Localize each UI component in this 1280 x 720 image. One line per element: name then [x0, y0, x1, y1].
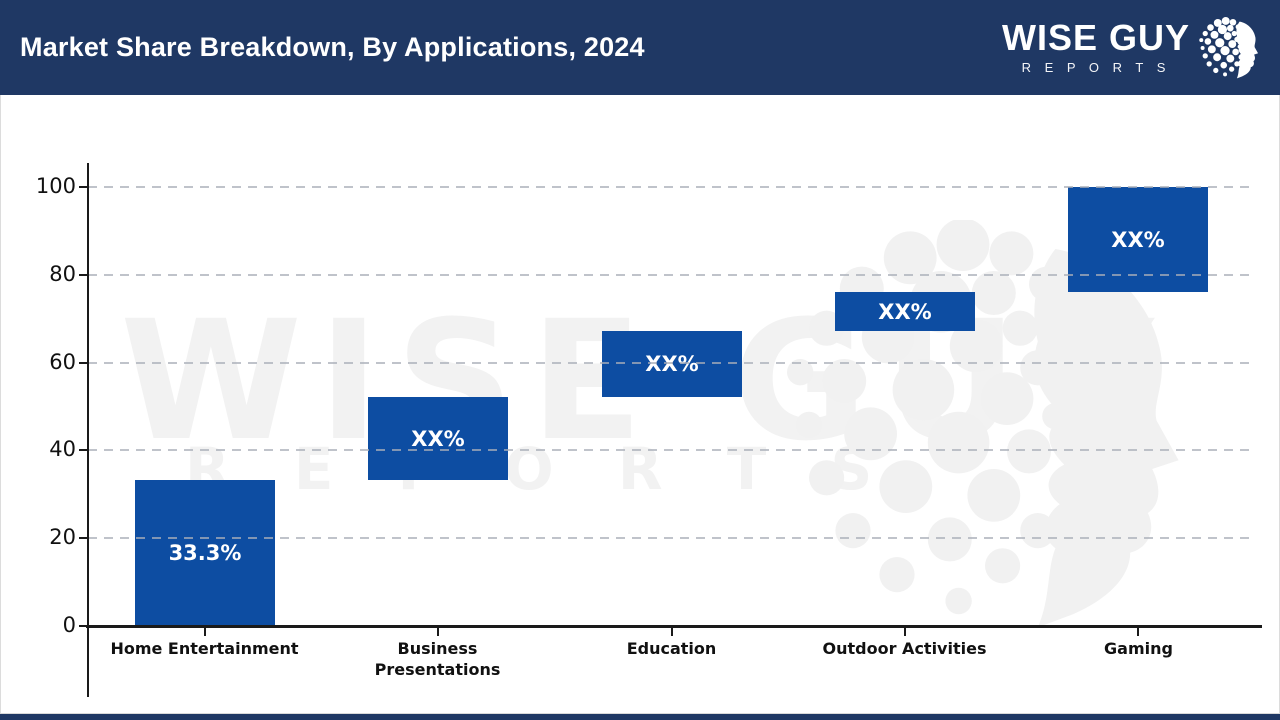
x-axis-label: Outdoor Activities: [822, 639, 987, 658]
x-axis-label: Business Presentations: [374, 639, 501, 679]
header-bar: Market Share Breakdown, By Applications,…: [0, 0, 1280, 95]
bar-business-presentations: XX%: [368, 397, 508, 480]
y-tick-mark: [79, 537, 88, 540]
y-tick-label: 0: [62, 613, 76, 637]
x-tick-mark: [671, 628, 673, 636]
footer-bar: [0, 713, 1280, 720]
y-tick-mark: [79, 449, 88, 452]
logo-wordmark-line1: WISE GUY: [1001, 17, 1190, 58]
y-tick-label: 20: [49, 525, 76, 550]
bar-education: XX%: [602, 331, 742, 397]
bar-value-label: XX%: [1111, 227, 1165, 252]
y-tick-mark: [79, 273, 88, 276]
y-tick-label: 80: [49, 261, 76, 286]
y-tick-mark: [79, 625, 88, 627]
gridline-60: [88, 361, 1255, 364]
y-tick-mark: [79, 361, 88, 364]
x-axis-line: [86, 625, 1262, 628]
gridline-40: [88, 449, 1255, 452]
wiseguy-logo: WISE GUY R E P O R T S: [1002, 6, 1262, 90]
bar-value-label: XX%: [878, 299, 932, 324]
x-tick-mark: [437, 628, 439, 636]
bar-value-label: 33.3%: [168, 541, 242, 565]
x-tick-mark: [1137, 628, 1139, 636]
y-tick-mark: [79, 186, 88, 188]
bar-gaming: XX%: [1068, 187, 1208, 292]
bar-outdoor-activities: XX%: [835, 292, 975, 331]
x-axis-label: Education: [626, 639, 717, 658]
y-tick-label: 60: [49, 349, 76, 374]
logo-wordmark: WISE GUY R E P O R T S: [1001, 17, 1190, 76]
logo-wordmark-line2: R E P O R T S: [1021, 60, 1171, 75]
y-axis-line: [87, 163, 89, 697]
watermark-subtext: R E P O R T S: [185, 435, 895, 503]
page-title: Market Share Breakdown, By Applications,…: [20, 32, 645, 62]
chart-area: WISE GUY R E P O R T S 33.3% XX% XX% XX% XX%…: [0, 95, 1280, 714]
x-axis-label: Gaming: [1104, 639, 1173, 658]
x-tick-mark: [904, 628, 906, 636]
bar-value-label: XX%: [411, 426, 465, 451]
gridline-100: [88, 186, 1255, 188]
gridline-20: [88, 537, 1255, 540]
gridline-80: [88, 273, 1255, 276]
y-tick-label: 40: [49, 437, 76, 462]
y-tick-label: 100: [35, 174, 76, 198]
wiseguy-face-icon: [1199, 16, 1259, 78]
x-axis-label: Home Entertainment: [110, 639, 299, 658]
bar-home-entertainment: 33.3%: [135, 480, 275, 626]
x-tick-mark: [204, 628, 206, 636]
bar-value-label: XX%: [645, 352, 699, 376]
